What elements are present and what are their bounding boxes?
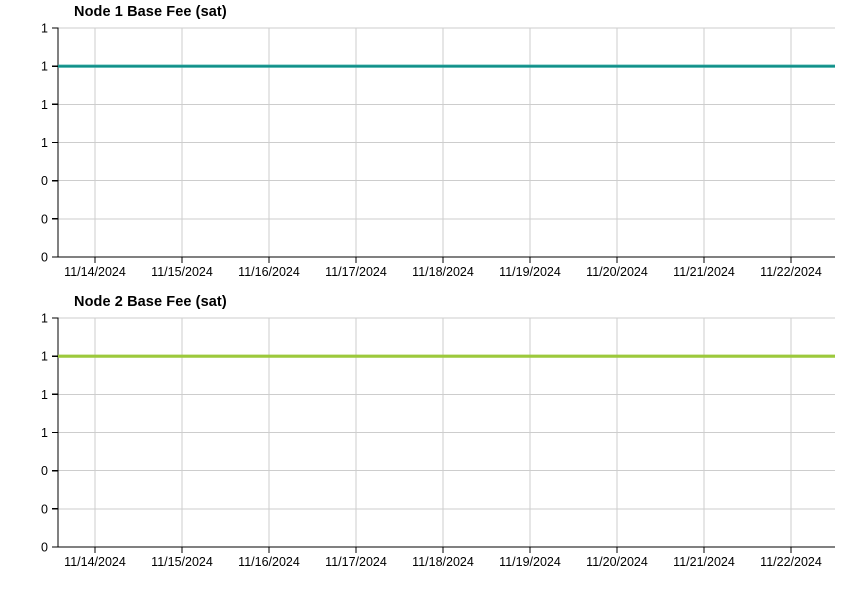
chart-canvas-node2: 1 1 1 1 0 0 0 11/14/2024 11/15/2024 11/16/2024 11/…: [41, 312, 835, 569]
x-tick-label: 11/15/2024: [151, 555, 213, 569]
chart-node2-base-fee: Node 2 Base Fee (sat) 1 1 1 1 0 0 0 11/14/2024 1…: [0, 290, 860, 580]
x-tick-label: 11/20/2024: [586, 555, 648, 569]
y-tick-label: 0: [41, 464, 48, 478]
x-tick-label: 11/17/2024: [325, 265, 387, 279]
x-tick-label: 11/21/2024: [673, 555, 735, 569]
chart-title-node2: Node 2 Base Fee (sat): [74, 294, 227, 310]
x-tick-label: 11/19/2024: [499, 555, 561, 569]
y-tick-label: 0: [41, 212, 48, 226]
y-tick-label: 1: [41, 312, 48, 326]
x-tick-label: 11/14/2024: [64, 555, 126, 569]
x-tick-label: 11/17/2024: [325, 555, 387, 569]
y-tick-label: 0: [41, 541, 48, 555]
y-tick-label: 1: [41, 136, 48, 150]
x-tick-label: 11/15/2024: [151, 265, 213, 279]
y-tick-label: 1: [41, 22, 48, 36]
x-tick-label: 11/22/2024: [760, 555, 822, 569]
x-tick-label: 11/18/2024: [412, 555, 474, 569]
x-tick-label: 11/21/2024: [673, 265, 735, 279]
chart-title-node1: Node 1 Base Fee (sat): [74, 4, 227, 20]
chart-node1-base-fee: Node 1 Base Fee (sat) 1 1 1 1 0 0 0 11/14/2024 1…: [0, 0, 860, 290]
x-tick-label: 11/14/2024: [64, 265, 126, 279]
x-tick-label: 11/16/2024: [238, 555, 300, 569]
x-tick-label: 11/22/2024: [760, 265, 822, 279]
y-tick-label: 1: [41, 98, 48, 112]
chart-canvas-node1: 1 1 1 1 0 0 0 11/14/2024 11/15/2024 11/16/2024 11/…: [41, 22, 835, 279]
x-tick-label: 11/18/2024: [412, 265, 474, 279]
y-tick-label: 0: [41, 502, 48, 516]
x-tick-label: 11/16/2024: [238, 265, 300, 279]
y-tick-label: 1: [41, 426, 48, 440]
x-tick-label: 11/20/2024: [586, 265, 648, 279]
y-tick-label: 0: [41, 174, 48, 188]
y-tick-label: 1: [41, 388, 48, 402]
y-tick-label: 0: [41, 251, 48, 265]
x-tick-label: 11/19/2024: [499, 265, 561, 279]
y-tick-label: 1: [41, 350, 48, 364]
y-tick-label: 1: [41, 60, 48, 74]
